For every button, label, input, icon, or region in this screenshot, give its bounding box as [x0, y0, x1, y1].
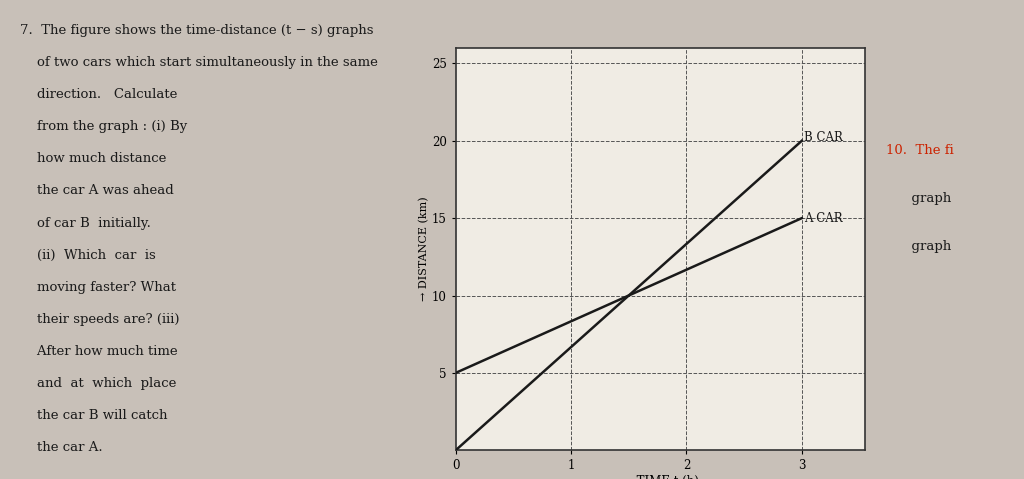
Text: and  at  which  place: and at which place: [20, 377, 177, 390]
Text: the car B will catch: the car B will catch: [20, 409, 168, 422]
Text: 7.  The figure shows the time-distance (t − s) graphs: 7. The figure shows the time-distance (t…: [20, 24, 374, 37]
Text: how much distance: how much distance: [20, 152, 167, 165]
Text: graph: graph: [886, 192, 951, 205]
Text: direction.   Calculate: direction. Calculate: [20, 88, 178, 101]
Text: their speeds are? (iii): their speeds are? (iii): [20, 313, 180, 326]
Text: from the graph : (i) By: from the graph : (i) By: [20, 120, 187, 133]
Text: B CAR: B CAR: [804, 131, 843, 144]
Text: the car A was ahead: the car A was ahead: [20, 184, 174, 197]
X-axis label: → TIME t (h): → TIME t (h): [623, 475, 698, 479]
Y-axis label: → DISTANCE (km): → DISTANCE (km): [419, 197, 429, 301]
Text: the car A.: the car A.: [20, 441, 103, 454]
Text: moving faster? What: moving faster? What: [20, 281, 176, 294]
Text: graph: graph: [886, 240, 951, 252]
Text: of car B  initially.: of car B initially.: [20, 217, 152, 229]
Text: of two cars which start simultaneously in the same: of two cars which start simultaneously i…: [20, 56, 378, 69]
Text: 10.  The fi: 10. The fi: [886, 144, 953, 157]
Text: (ii)  Which  car  is: (ii) Which car is: [20, 249, 157, 262]
Text: After how much time: After how much time: [20, 345, 178, 358]
Text: A CAR: A CAR: [804, 212, 843, 225]
